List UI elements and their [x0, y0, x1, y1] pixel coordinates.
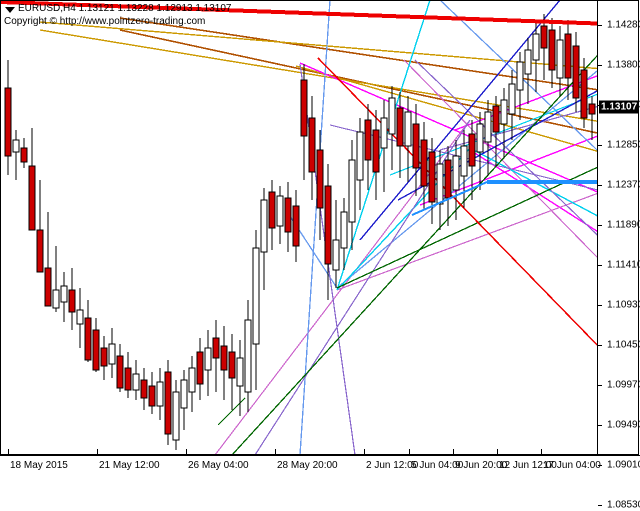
- candlestick-series: [4, 14, 596, 450]
- price-axis-separator: [597, 0, 598, 456]
- support-approach-line: [411, 181, 488, 216]
- time-tick: [364, 449, 365, 456]
- symbol-ohlc-label: EURUSD,H4 1.13121 1.13228 1.12913 1.1310…: [18, 3, 232, 14]
- time-tick-label: 28 May 20:00: [277, 460, 338, 471]
- price-tick: [598, 65, 602, 66]
- time-tick-label: 26 May 04:00: [188, 460, 249, 471]
- copyright-label: Copyright © http://www.pointzero-trading…: [4, 16, 206, 27]
- time-tick: [8, 449, 9, 456]
- trendline-goldenrod-1: [39, 21, 597, 70]
- time-tick-label: 9 Jun 20:00: [455, 460, 508, 471]
- price-tick-label: 1.11890: [607, 219, 640, 231]
- price-tick: [598, 345, 602, 346]
- trendline-lightblue-4: [440, 1, 597, 151]
- price-tick-label: 1.13800: [607, 59, 640, 71]
- time-tick: [409, 449, 410, 456]
- trendline-magenta-5: [336, 192, 597, 291]
- price-tick-label: 1.12850: [607, 139, 640, 151]
- price-tick-label: 1.09970: [607, 379, 640, 391]
- trendline-cyan-3: [469, 147, 597, 217]
- trendline-lightblue-1: [299, 1, 331, 455]
- price-tick: [598, 145, 602, 146]
- time-tick-label: 5 Jun 04:00: [411, 460, 464, 471]
- triangle-down-icon[interactable]: [5, 7, 15, 13]
- price-tick: [598, 185, 602, 186]
- time-tick-label: 17 Jun 04:00: [543, 460, 601, 471]
- time-tick-label: 2 Jun 12:00: [366, 460, 419, 471]
- price-tick: [598, 25, 602, 26]
- time-tick-label: 12 Jun 12:00: [499, 460, 557, 471]
- price-tick-label: 1.11410: [607, 259, 640, 271]
- price-tick-label: 1.09010: [607, 459, 640, 471]
- price-tick: [598, 265, 602, 266]
- price-tick-label: 1.14280: [607, 19, 640, 31]
- price-tick-label: 1.10450: [607, 339, 640, 351]
- price-tick-label: 1.09490: [607, 419, 640, 431]
- price-tick: [598, 385, 602, 386]
- trendline-purple-3: [414, 59, 597, 236]
- major-resistance-line: [1, 1, 597, 26]
- time-tick: [453, 449, 454, 456]
- price-tick: [598, 505, 602, 506]
- time-tick: [541, 449, 542, 456]
- time-tick: [497, 449, 498, 456]
- current-price-badge: 1.13107: [599, 100, 640, 114]
- price-tick: [598, 465, 602, 466]
- trendline-magenta-4: [469, 149, 597, 232]
- price-tick-label: 1.12370: [607, 179, 640, 191]
- trendline-goldenrod-3: [295, 65, 597, 152]
- trendline-green-1: [231, 54, 597, 455]
- chart-plot-canvas: [1, 1, 597, 455]
- time-tick: [186, 449, 187, 456]
- time-tick: [97, 449, 98, 456]
- price-tick: [598, 305, 602, 306]
- price-tick: [598, 225, 602, 226]
- time-tick-label: 21 May 12:00: [99, 460, 160, 471]
- time-tick: [275, 449, 276, 456]
- trendline-navy-1: [359, 1, 561, 241]
- price-tick-label: 1.10930: [607, 299, 640, 311]
- price-tick: [598, 425, 602, 426]
- trendline-red-descending: [317, 57, 597, 346]
- time-axis-separator: [0, 455, 640, 456]
- trendline-green-2: [336, 166, 597, 289]
- price-tick-label: 1.08530: [607, 499, 640, 511]
- trendline-magenta-2: [454, 75, 597, 131]
- time-tick-label: 18 May 2015: [10, 460, 68, 471]
